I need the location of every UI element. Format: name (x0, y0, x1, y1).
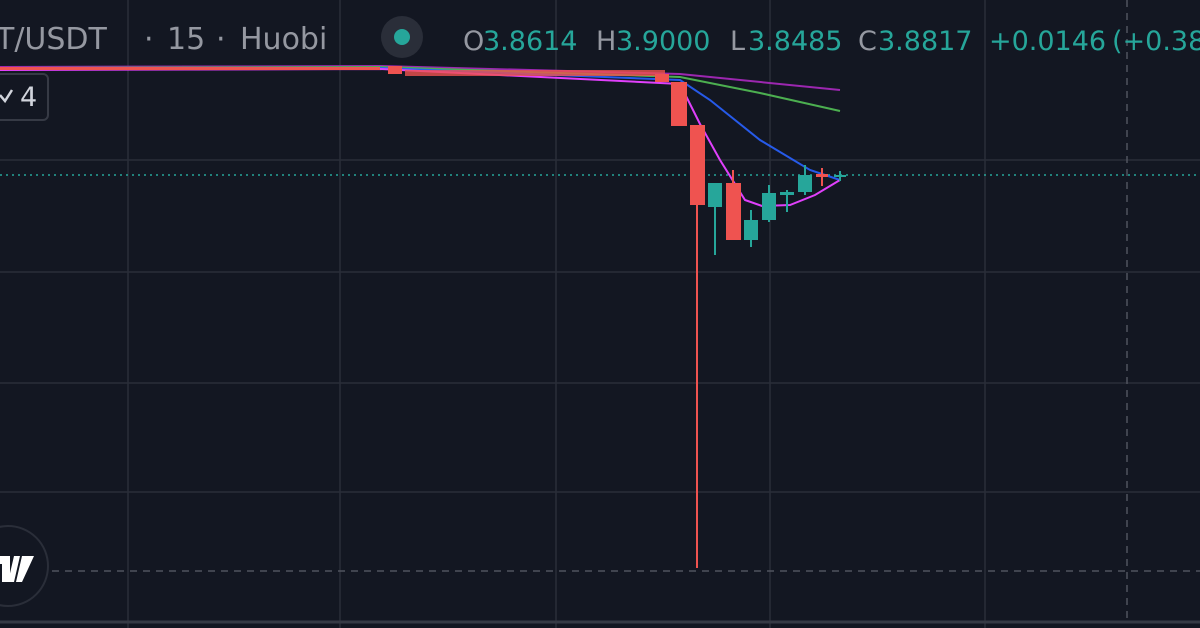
candle (780, 192, 794, 195)
candle (388, 66, 402, 74)
high-label: H (596, 26, 616, 57)
change-percent: (+0.38 (1112, 26, 1200, 57)
open-value: 3.8614 (483, 26, 577, 57)
open-label: O (463, 26, 484, 57)
candle (726, 183, 741, 240)
toggle-box[interactable] (0, 73, 49, 121)
candle (816, 174, 828, 177)
candle (655, 74, 669, 82)
candle (744, 220, 758, 240)
candle (671, 82, 687, 126)
market-status[interactable] (394, 29, 410, 45)
low-label: L (730, 26, 745, 57)
candles (0, 66, 846, 568)
close-label: C (858, 26, 877, 57)
high-value: 3.9000 (616, 26, 710, 57)
candle (708, 183, 722, 207)
interval: 15 (167, 22, 205, 57)
candle-cluster (0, 67, 380, 70)
change: +0.0146 (989, 26, 1106, 57)
candle-cluster (405, 70, 665, 76)
chevron-icon (0, 89, 14, 104)
legend-header: T/USDT · 15 · Huobi O 3.8614 H 3.9000 L … (0, 16, 1200, 58)
indicator-toggle[interactable]: 4 (0, 73, 49, 121)
indicator-count[interactable]: 4 (20, 82, 37, 113)
exchange: Huobi (240, 22, 327, 57)
candle (762, 193, 776, 220)
logo-mark (0, 556, 34, 582)
logo (0, 525, 49, 607)
low-value: 3.8485 (748, 26, 842, 57)
separator: · (144, 22, 154, 57)
separator: · (216, 22, 226, 57)
symbol: T/USDT (0, 22, 108, 57)
candle (798, 175, 812, 192)
candle (834, 175, 846, 177)
close-value: 3.8817 (878, 26, 972, 57)
candle (690, 125, 705, 205)
